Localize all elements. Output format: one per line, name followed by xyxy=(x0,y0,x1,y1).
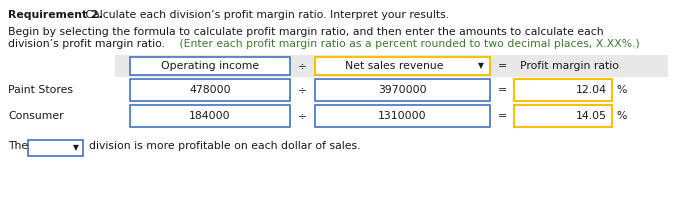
Text: ▼: ▼ xyxy=(478,61,484,71)
Text: =: = xyxy=(497,111,507,121)
Bar xyxy=(315,79,490,101)
Text: Net sales revenue: Net sales revenue xyxy=(345,61,444,71)
Bar xyxy=(130,105,290,127)
Text: %: % xyxy=(616,111,626,121)
Bar xyxy=(514,79,612,101)
Text: ÷: ÷ xyxy=(298,85,307,95)
Text: Consumer: Consumer xyxy=(8,111,64,121)
Text: 478000: 478000 xyxy=(189,85,231,95)
Text: =: = xyxy=(497,85,507,95)
Text: Calculate each division’s profit margin ratio. Interpret your results.: Calculate each division’s profit margin … xyxy=(82,10,449,20)
Text: Requirement 2.: Requirement 2. xyxy=(8,10,102,20)
Bar xyxy=(115,55,668,77)
Bar xyxy=(130,79,290,101)
Bar xyxy=(514,105,612,127)
Text: (Enter each profit margin ratio as a percent rounded to two decimal places, X.XX: (Enter each profit margin ratio as a per… xyxy=(176,39,640,49)
Text: 3970000: 3970000 xyxy=(378,85,427,95)
Text: 184000: 184000 xyxy=(189,111,231,121)
Text: division’s profit margin ratio.: division’s profit margin ratio. xyxy=(8,39,165,49)
Bar xyxy=(130,57,290,75)
Text: %: % xyxy=(616,85,626,95)
Text: Begin by selecting the formula to calculate profit margin ratio, and then enter : Begin by selecting the formula to calcul… xyxy=(8,27,604,37)
Text: =: = xyxy=(497,61,507,71)
Text: ÷: ÷ xyxy=(298,111,307,121)
Bar xyxy=(315,105,490,127)
Text: 12.04: 12.04 xyxy=(576,85,607,95)
Bar xyxy=(28,140,83,156)
Text: division is more profitable on each dollar of sales.: division is more profitable on each doll… xyxy=(89,141,361,151)
Text: Paint Stores: Paint Stores xyxy=(8,85,73,95)
Text: The: The xyxy=(8,141,28,151)
Text: Profit margin ratio: Profit margin ratio xyxy=(520,61,619,71)
Text: 1310000: 1310000 xyxy=(378,111,427,121)
Bar xyxy=(315,57,490,75)
Text: 14.05: 14.05 xyxy=(576,111,607,121)
Text: ▼: ▼ xyxy=(73,143,79,153)
Text: ÷: ÷ xyxy=(298,61,307,71)
Text: Operating income: Operating income xyxy=(161,61,259,71)
